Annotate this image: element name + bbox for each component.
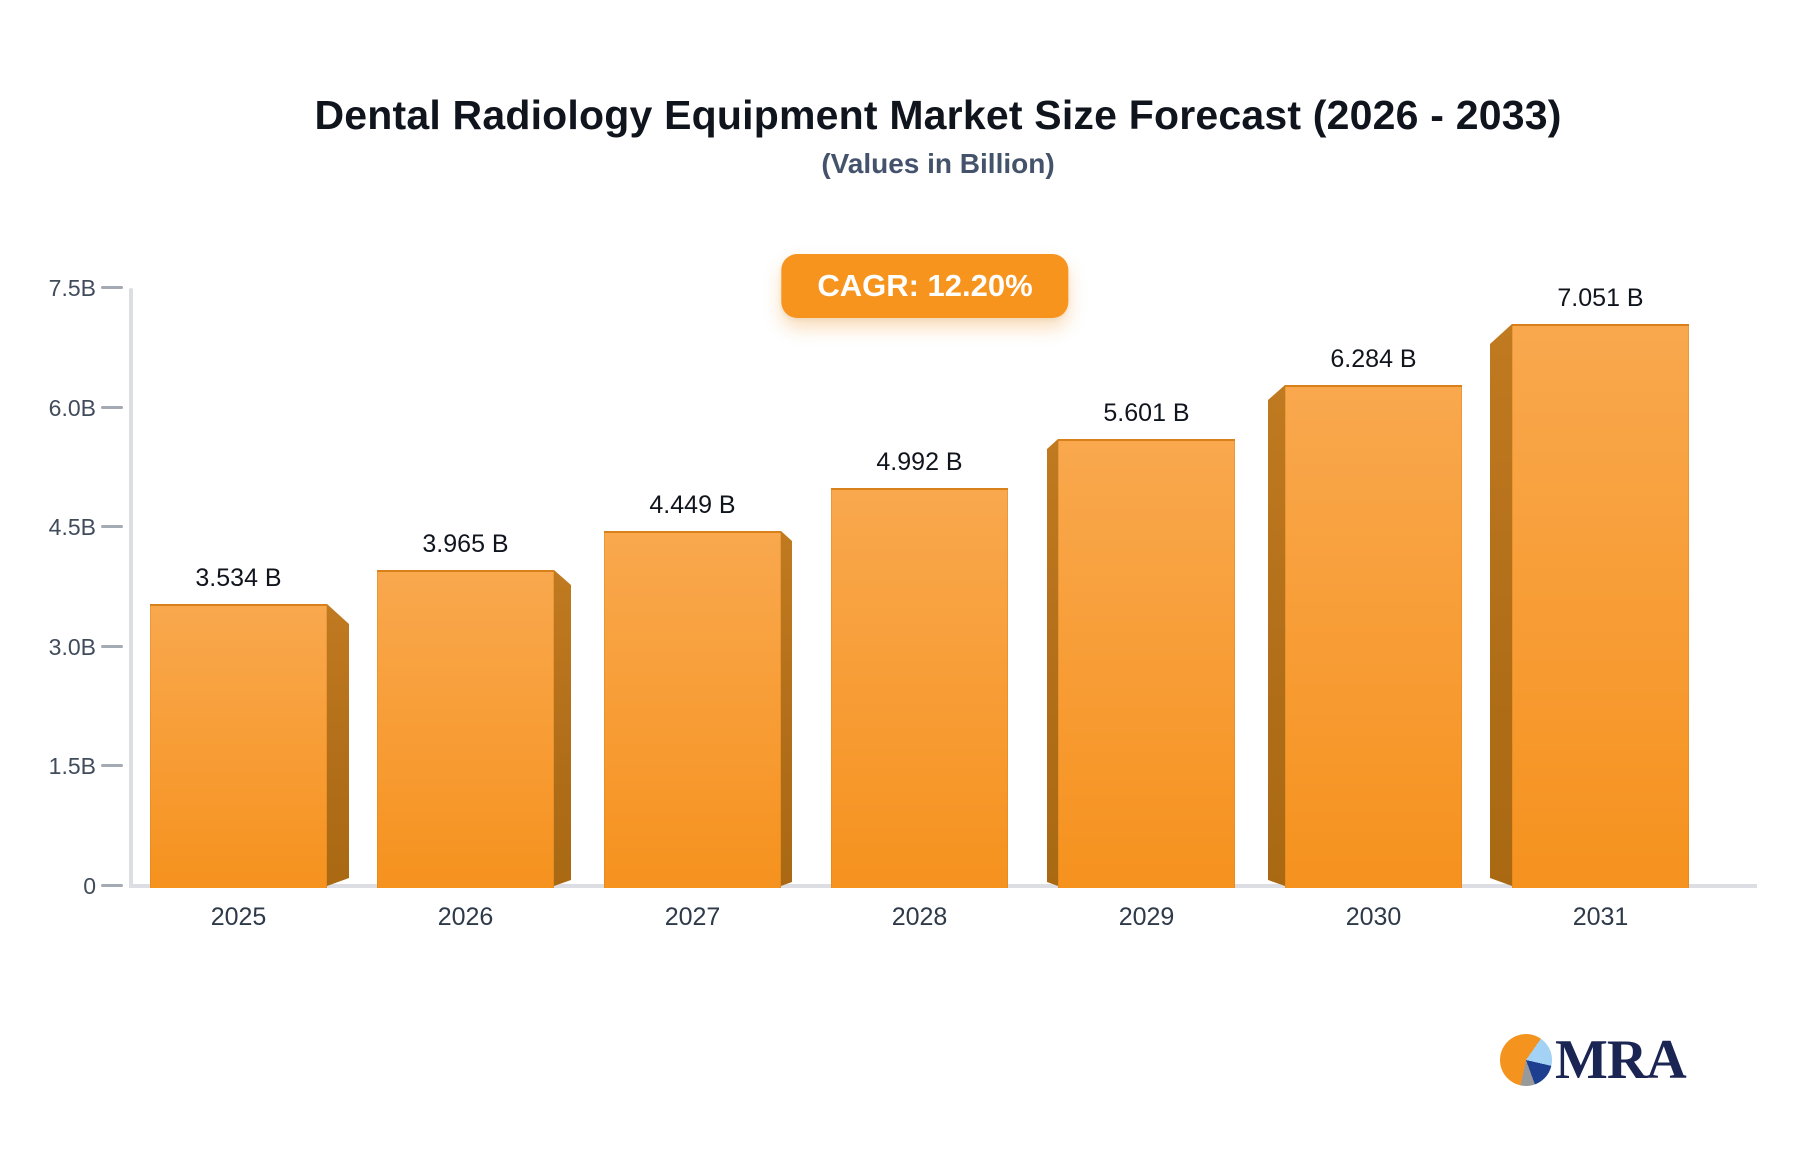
bar-front-face (1058, 439, 1235, 888)
bar-side-face (1047, 439, 1058, 886)
y-axis-tick-dash (101, 525, 123, 529)
bar-value-label: 4.992 B (876, 448, 963, 476)
bar-2028: 4.992 B (831, 448, 1008, 888)
x-axis-label-2030: 2030 (1345, 903, 1402, 931)
bar-2026: 3.965 B (377, 530, 571, 888)
y-axis-tick-label: 1.5B (48, 753, 96, 780)
bar-side-face (1490, 324, 1512, 886)
y-axis-tick-label: 7.5B (48, 275, 96, 301)
bar-2025: 3.534 B (150, 564, 349, 888)
bar-2029: 5.601 B (1047, 399, 1235, 888)
y-axis-tick-dash (101, 764, 123, 768)
x-axis-label-2028: 2028 (891, 903, 948, 931)
bar-front-face (377, 570, 554, 888)
y-axis-tick-dash (101, 644, 123, 648)
y-axis-tick-label: 0 (83, 873, 96, 899)
y-axis-tick-dash (101, 405, 123, 409)
bar-value-label: 7.051 B (1557, 284, 1644, 312)
bar-2030: 6.284 B (1268, 345, 1462, 888)
bar-value-label: 3.534 B (195, 564, 282, 592)
bar-side-face (327, 604, 349, 886)
y-axis-tick-dash (101, 286, 123, 289)
bar-value-label: 3.965 B (422, 530, 509, 558)
bar-value-label: 5.601 B (1103, 399, 1190, 427)
chart-subtitle: (Values in Billion) (821, 148, 1055, 179)
x-axis-label-2027: 2027 (664, 903, 721, 931)
bar-side-face (781, 531, 792, 886)
bar-front-face (1285, 385, 1462, 888)
bar-side-face (1268, 385, 1285, 886)
bar-2031: 7.051 B (1490, 284, 1689, 888)
bar-front-face (150, 604, 327, 888)
pie-chart-logo-icon (1500, 1034, 1552, 1086)
y-axis-tick-label: 3.0B (48, 633, 96, 660)
bar-side-face (554, 570, 571, 886)
y-axis-tick-dash (101, 884, 123, 887)
x-axis-label-2031: 2031 (1572, 903, 1629, 931)
page-title: Dental Radiology Equipment Market Size F… (314, 92, 1562, 138)
bar-2027: 4.449 B (604, 491, 792, 888)
bar-value-label: 4.449 B (649, 491, 736, 519)
cagr-badge: CAGR: 12.20% (781, 254, 1069, 318)
y-axis-tick-label: 4.5B (48, 514, 96, 541)
y-axis-tick-label: 6.0B (48, 394, 96, 421)
bar-front-face (604, 531, 781, 888)
y-axis-line (129, 288, 133, 888)
bar-value-label: 6.284 B (1330, 345, 1417, 373)
x-axis-label-2029: 2029 (1118, 903, 1175, 931)
bar-front-face (831, 488, 1008, 888)
x-axis-label-2025: 2025 (210, 903, 267, 931)
x-axis-label-2026: 2026 (437, 903, 494, 931)
bar-front-face (1512, 324, 1689, 888)
logo-text: MRA (1555, 1029, 1687, 1091)
mra-logo: MRA (1500, 1029, 1687, 1091)
